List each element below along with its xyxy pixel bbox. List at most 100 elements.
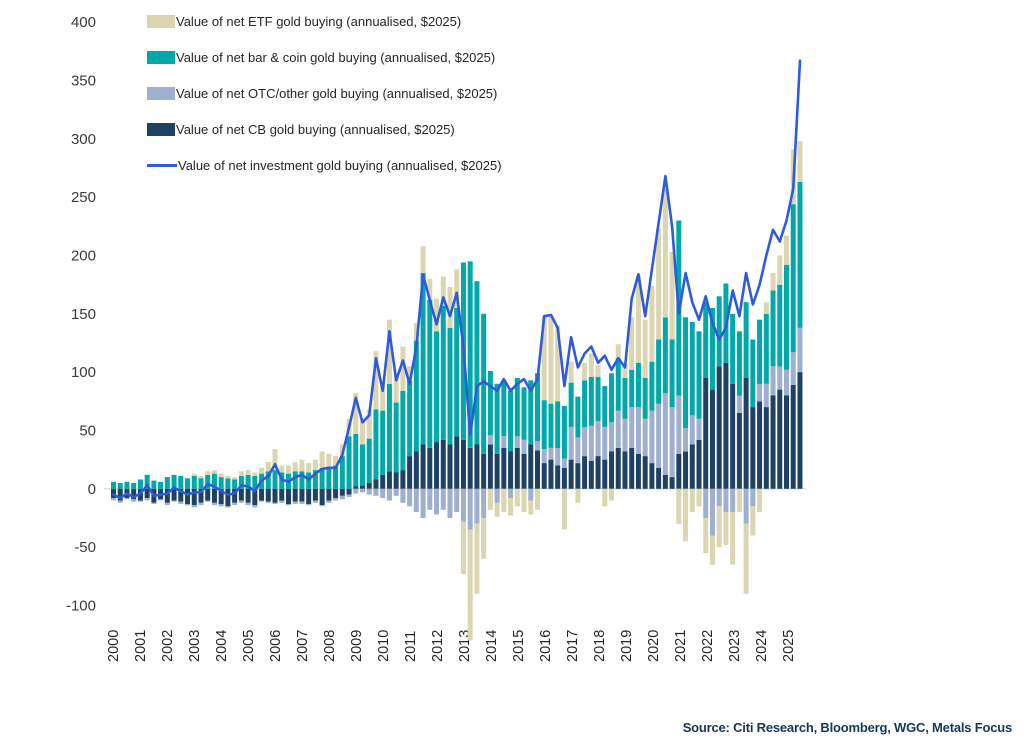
bar-segment <box>393 488 399 496</box>
bar-segment <box>588 353 594 377</box>
bar-segment <box>245 502 251 506</box>
bar-segment <box>508 390 514 452</box>
bar-segment <box>743 488 749 524</box>
bar-segment <box>514 488 520 507</box>
bar-segment <box>730 383 736 489</box>
bar-segment <box>736 413 742 489</box>
bar-segment <box>427 299 433 448</box>
bar-segment <box>386 471 392 489</box>
legend-label-otc: Value of net OTC/other gold buying (annu… <box>176 86 498 101</box>
bar-segment <box>360 488 366 493</box>
bar-segment <box>494 453 500 489</box>
investment-line-swatch <box>147 164 177 167</box>
bar-segment <box>609 422 615 452</box>
bar-segment <box>178 501 184 504</box>
bar-segment <box>635 453 641 489</box>
x-axis-tick: 2009 <box>349 630 365 662</box>
legend-item-etf: Value of net ETF gold buying (annualised… <box>147 14 502 29</box>
bar-segment <box>595 456 601 489</box>
bar-segment <box>205 474 211 489</box>
bar-segment <box>730 313 736 384</box>
bar-segment <box>292 488 298 502</box>
bar-segment <box>723 488 729 513</box>
bar-segment <box>582 380 588 427</box>
bar-segment <box>588 460 594 489</box>
bar-segment <box>730 512 736 565</box>
bar-segment <box>346 494 352 497</box>
bar-segment <box>198 476 204 479</box>
bar-segment <box>171 474 177 489</box>
bar-segment <box>427 448 433 489</box>
bar-segment <box>757 383 763 402</box>
etf-color-swatch <box>147 15 175 28</box>
bar-segment <box>319 467 325 489</box>
bar-segment <box>285 465 291 474</box>
bar-segment <box>292 471 298 489</box>
bar-segment <box>407 380 413 457</box>
bar-segment <box>642 319 648 378</box>
bar-segment <box>770 366 776 396</box>
bar-segment <box>763 383 769 408</box>
bar-segment <box>333 465 339 489</box>
bar-segment <box>333 498 339 501</box>
bar-segment <box>501 380 507 437</box>
bar-segment <box>319 488 325 506</box>
bar-segment <box>245 470 251 475</box>
bar-segment <box>333 456 339 466</box>
bar-segment <box>460 521 466 574</box>
bar-segment <box>561 406 567 459</box>
bar-segment <box>454 436 460 489</box>
x-axis-tick: 2003 <box>187 630 203 662</box>
bar-segment <box>178 476 184 489</box>
x-axis-tick: 2020 <box>646 630 662 662</box>
bar-segment <box>393 402 399 473</box>
bar-segment <box>777 284 783 367</box>
bar-segment <box>312 470 318 489</box>
bar-segment <box>366 488 372 495</box>
bar-segment <box>635 407 641 454</box>
y-axis-tick: 0 <box>88 481 96 498</box>
bar-segment <box>245 474 251 489</box>
bar-segment <box>575 396 581 438</box>
bar-segment <box>185 488 191 504</box>
bar-segment <box>555 401 561 448</box>
bar-segment <box>481 453 487 489</box>
bar-segment <box>191 473 197 476</box>
bar-segment <box>420 246 426 273</box>
bar-segment <box>225 488 231 507</box>
bar-segment <box>541 316 547 401</box>
bar-segment <box>326 500 332 503</box>
y-axis-tick: -50 <box>74 539 96 556</box>
bar-segment <box>622 418 628 452</box>
bar-segment <box>615 410 621 448</box>
bar-segment <box>265 501 271 503</box>
bar-segment <box>440 439 446 489</box>
bar-segment <box>252 488 258 506</box>
bar-segment <box>757 319 763 384</box>
bar-segment <box>225 506 231 508</box>
bar-segment <box>238 488 244 501</box>
bar-segment <box>689 444 695 489</box>
bar-segment <box>602 488 608 507</box>
bar-segment <box>191 476 197 489</box>
bar-segment <box>380 474 386 489</box>
bar-segment <box>312 459 318 471</box>
bar-segment <box>642 456 648 489</box>
x-axis-tick: 2024 <box>754 630 770 662</box>
bar-segment <box>736 331 742 396</box>
bar-segment <box>494 488 500 503</box>
bar-segment <box>353 486 359 489</box>
bar-segment <box>393 472 399 489</box>
bar-segment <box>319 505 325 507</box>
bar-segment <box>474 444 480 489</box>
bar-segment <box>501 488 507 513</box>
bar-segment <box>319 451 325 468</box>
bar-segment <box>386 383 392 472</box>
bar-segment <box>434 442 440 489</box>
bar-segment <box>265 488 271 502</box>
bar-segment <box>117 483 123 489</box>
bar-segment <box>797 327 803 373</box>
bar-segment <box>198 478 204 489</box>
bar-segment <box>555 465 561 489</box>
